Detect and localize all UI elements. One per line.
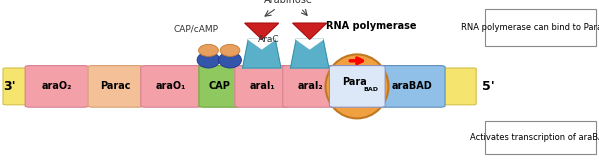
Text: araO₁: araO₁ (156, 81, 186, 91)
FancyBboxPatch shape (141, 66, 201, 107)
FancyBboxPatch shape (379, 66, 445, 107)
Ellipse shape (197, 52, 220, 68)
Text: 3': 3' (3, 80, 16, 93)
Polygon shape (243, 39, 281, 68)
Ellipse shape (219, 52, 241, 68)
Text: CAP: CAP (208, 81, 230, 91)
Text: Parac: Parac (100, 81, 131, 91)
FancyBboxPatch shape (283, 66, 337, 107)
FancyBboxPatch shape (3, 68, 476, 105)
FancyBboxPatch shape (25, 66, 89, 107)
Text: BAD: BAD (363, 87, 378, 92)
Text: CAP/cAMP: CAP/cAMP (174, 24, 219, 33)
Ellipse shape (325, 54, 388, 118)
Text: Arabinose: Arabinose (264, 0, 313, 5)
Polygon shape (291, 39, 329, 68)
Text: RNA polymerase: RNA polymerase (326, 21, 417, 31)
Text: AraC: AraC (258, 36, 279, 44)
FancyBboxPatch shape (199, 66, 240, 107)
Polygon shape (245, 23, 279, 39)
Ellipse shape (220, 44, 240, 56)
FancyBboxPatch shape (235, 66, 289, 107)
Ellipse shape (199, 44, 218, 56)
Text: araBAD: araBAD (391, 81, 432, 91)
FancyBboxPatch shape (88, 66, 143, 107)
Polygon shape (249, 39, 275, 49)
Text: RNA polymerase can bind to ParaBAD: RNA polymerase can bind to ParaBAD (461, 23, 599, 32)
Text: Activates transcription of araBAD: Activates transcription of araBAD (470, 133, 599, 142)
Text: 5': 5' (482, 80, 495, 93)
FancyBboxPatch shape (485, 9, 596, 46)
Text: araI₁: araI₁ (249, 81, 275, 91)
Text: araO₂: araO₂ (42, 81, 72, 91)
Polygon shape (297, 39, 323, 49)
Text: araI₂: araI₂ (297, 81, 323, 91)
Polygon shape (293, 23, 326, 39)
Text: Para: Para (342, 77, 367, 87)
FancyBboxPatch shape (329, 66, 385, 107)
FancyBboxPatch shape (485, 121, 596, 154)
